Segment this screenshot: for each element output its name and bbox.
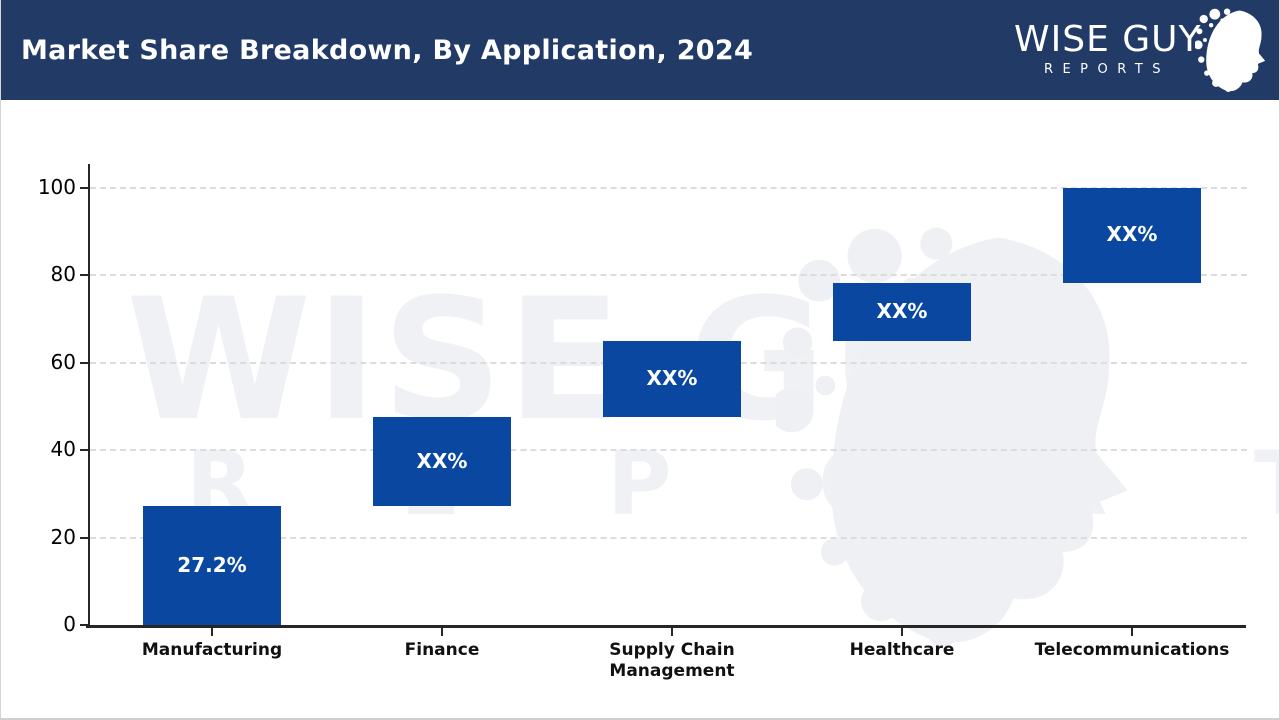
chart: 0 20 40 60 80 100 27.2% Manufacturing XX% Finance…	[1, 100, 1279, 718]
x-axis-line	[86, 625, 1246, 628]
y-tick-label: 80	[50, 262, 76, 286]
bar-value-label: XX%	[1106, 222, 1158, 247]
bar-value-label: XX%	[416, 448, 468, 473]
bar-value-label: XX%	[646, 366, 698, 391]
bar	[833, 282, 971, 342]
y-tick-label: 0	[63, 612, 76, 636]
y-tick-label: 40	[50, 437, 76, 461]
bar	[603, 341, 741, 418]
bar	[373, 417, 511, 506]
bar-value-label: XX%	[876, 298, 928, 323]
logo-wordmark: WISE GUY	[1014, 19, 1202, 60]
x-tick-label: Telecommunications	[1034, 640, 1230, 660]
y-tick	[80, 274, 88, 276]
y-tick-label: 60	[50, 349, 76, 374]
x-tick-label: Manufacturing	[141, 640, 283, 660]
gridline	[90, 536, 1247, 539]
bar-value-label: 27.2%	[177, 552, 247, 577]
bar	[143, 506, 281, 625]
x-tick-label: Supply Chain Management	[609, 640, 735, 681]
x-tick	[211, 628, 213, 636]
header: Market Share Breakdown, By Application, …	[1, 0, 1279, 100]
x-tick-label: Finance	[404, 640, 480, 660]
y-tick-label: 20	[50, 524, 76, 549]
gridline	[90, 449, 1247, 451]
page-title: Market Share Breakdown, By Application, …	[21, 34, 754, 66]
x-tick	[671, 628, 673, 636]
bar	[1063, 187, 1201, 283]
x-tick	[1131, 628, 1133, 636]
logo-subtitle: REPORTS	[1043, 62, 1171, 77]
logo-face-icon	[1195, 8, 1266, 93]
y-tick	[80, 536, 88, 539]
y-axis-line	[88, 164, 90, 628]
gridline	[90, 274, 1247, 276]
x-tick-label: Healthcare	[849, 640, 955, 660]
y-tick	[80, 186, 88, 189]
x-tick	[901, 628, 903, 636]
logo-text: WISE GUY REPORTS	[1014, 19, 1202, 78]
y-tick-label: 100	[37, 174, 76, 199]
y-tick	[80, 624, 88, 626]
x-tick	[441, 628, 443, 636]
y-tick	[80, 361, 88, 364]
gridline	[90, 186, 1247, 189]
y-tick	[80, 449, 88, 451]
logo: WISE GUY REPORTS	[1014, 8, 1269, 94]
